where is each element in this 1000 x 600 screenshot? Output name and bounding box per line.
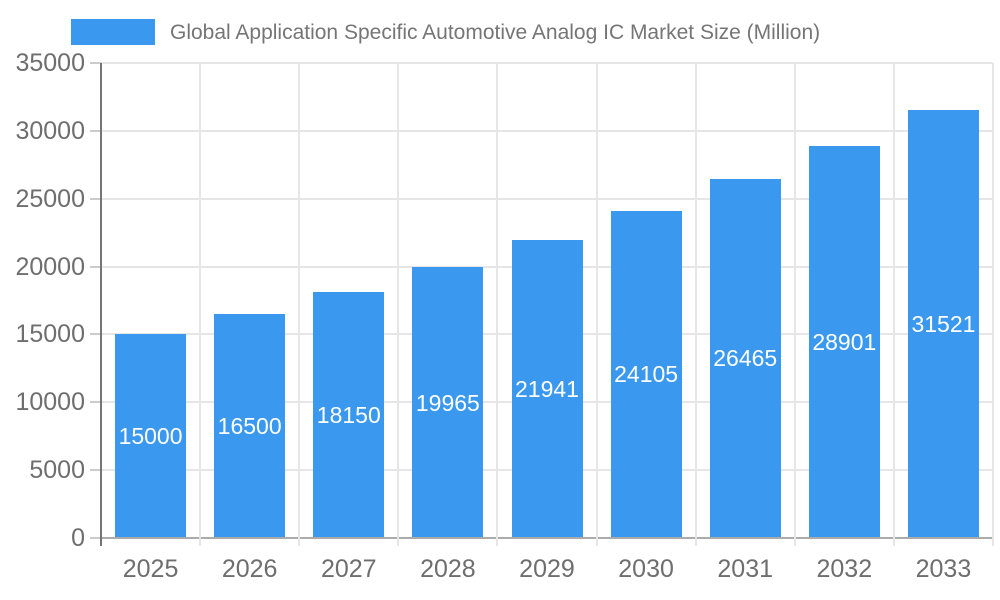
x-gridline	[199, 63, 202, 546]
legend-swatch	[71, 19, 155, 45]
y-axis-tick	[90, 537, 101, 539]
y-axis-label: 10000	[15, 388, 85, 417]
bar-value-label: 18150	[316, 401, 381, 428]
y-axis-label: 30000	[15, 116, 85, 145]
x-gridline	[397, 63, 400, 546]
x-axis-label: 2025	[122, 555, 179, 583]
bar-value-label: 15000	[118, 423, 183, 450]
bar-value-label: 31521	[911, 311, 976, 338]
bar	[412, 267, 484, 537]
y-axis-tick	[90, 469, 101, 472]
x-axis-baseline	[101, 537, 993, 539]
x-axis-label: 2027	[320, 555, 377, 583]
x-axis-label: 2031	[717, 555, 774, 583]
x-axis-label: 2032	[816, 555, 873, 583]
bar	[115, 334, 187, 537]
x-axis-label: 2026	[221, 555, 278, 583]
bar-value-label: 21941	[515, 376, 579, 403]
bar	[808, 145, 880, 537]
y-axis-label: 20000	[15, 252, 85, 281]
y-gridline	[101, 62, 993, 64]
x-gridline	[496, 63, 499, 546]
x-gridline	[595, 63, 598, 546]
bar	[709, 178, 781, 537]
chart-title: Global Application Specific Automotive A…	[170, 21, 821, 44]
y-gridline	[101, 197, 993, 200]
x-axis-label: 2028	[420, 555, 476, 583]
x-gridline	[892, 63, 895, 546]
y-gridline	[101, 129, 993, 132]
y-axis-label: 25000	[15, 184, 85, 213]
bar-value-label: 28901	[812, 328, 877, 355]
x-axis-label: 2033	[915, 555, 972, 583]
x-gridline	[298, 63, 301, 546]
y-axis-tick	[90, 265, 101, 268]
y-axis-tick	[90, 129, 101, 132]
bar	[907, 110, 979, 537]
y-axis-tick	[90, 333, 101, 336]
y-axis-line	[100, 63, 102, 546]
y-axis-tick	[90, 197, 101, 200]
y-axis-label: 15000	[15, 320, 85, 349]
y-axis-label: 35000	[15, 49, 85, 77]
bar	[610, 210, 682, 537]
x-gridline	[992, 63, 994, 546]
x-axis-label: 2030	[618, 555, 674, 583]
x-gridline	[694, 63, 697, 546]
y-axis-label: 0	[71, 524, 85, 552]
bar-value-label: 26465	[713, 345, 778, 372]
y-axis-tick	[90, 401, 101, 404]
bar	[214, 314, 286, 537]
bar-value-label: 24105	[614, 361, 679, 388]
y-axis-label: 5000	[29, 456, 85, 485]
y-axis-tick	[90, 62, 101, 64]
x-gridline	[793, 63, 796, 546]
bar	[313, 291, 385, 537]
x-axis-label: 2029	[519, 555, 575, 583]
bar	[511, 240, 583, 537]
bar-value-label: 19965	[415, 389, 480, 416]
bar-value-label: 16500	[217, 413, 282, 440]
